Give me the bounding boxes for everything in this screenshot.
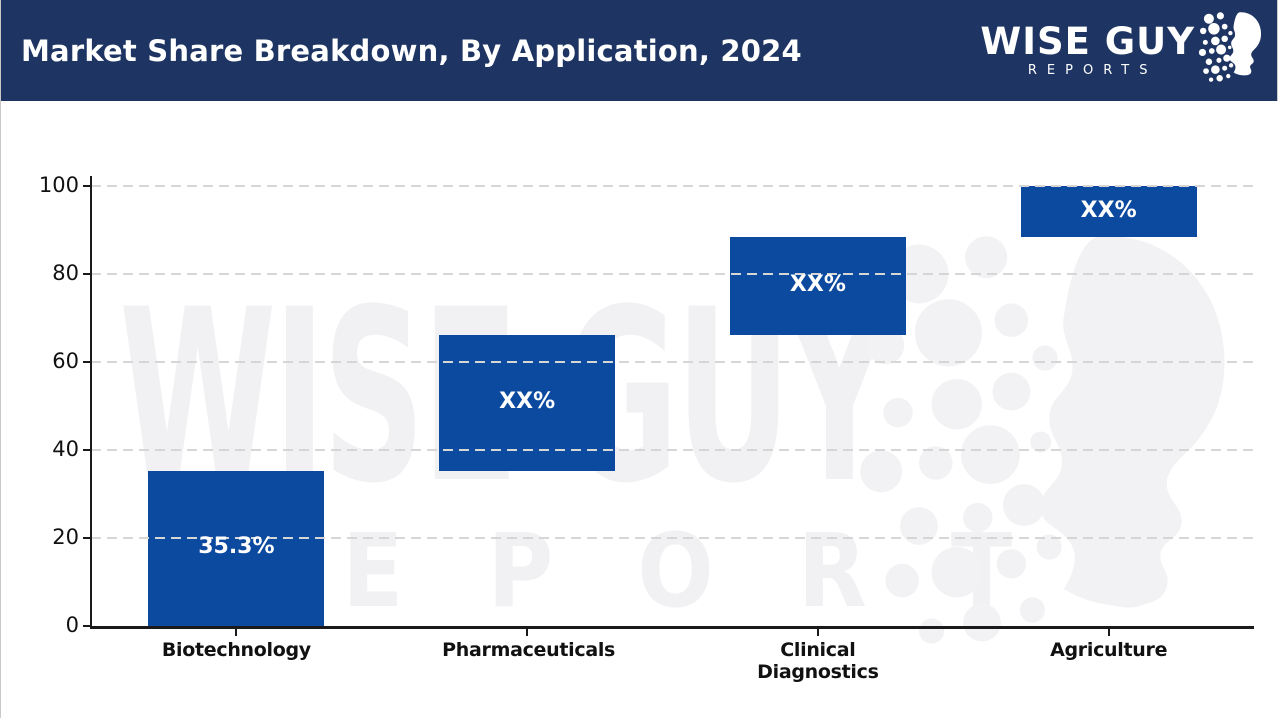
logo-face-icon bbox=[1198, 11, 1262, 82]
x-axis-line bbox=[90, 626, 1254, 629]
y-axis-line bbox=[90, 176, 92, 628]
bar bbox=[1020, 186, 1197, 238]
page-title: Market Share Breakdown, By Application, … bbox=[21, 33, 802, 68]
x-axis-tick bbox=[235, 629, 238, 636]
bar-value-label: XX% bbox=[789, 272, 846, 298]
x-category-label: Biotechnology bbox=[161, 639, 311, 661]
y-axis-tick bbox=[83, 361, 90, 363]
y-tick-label: 80 bbox=[52, 261, 79, 285]
bar-value-label: 35.3% bbox=[198, 534, 275, 560]
y-tick-label: 100 bbox=[38, 173, 79, 197]
gridline bbox=[91, 361, 1254, 363]
header: Market Share Breakdown, By Application, … bbox=[1, 0, 1277, 101]
y-axis-tick bbox=[83, 185, 90, 187]
x-axis-tick bbox=[526, 629, 529, 636]
logo-wordmark: WISE GUY bbox=[980, 20, 1195, 63]
gridline bbox=[91, 185, 1254, 187]
x-axis-tick bbox=[816, 629, 819, 636]
x-category-label: Agriculture bbox=[1050, 639, 1168, 661]
gridline bbox=[91, 273, 1254, 275]
y-axis-tick bbox=[83, 449, 90, 451]
y-tick-label: 60 bbox=[52, 349, 79, 373]
bar bbox=[729, 237, 906, 336]
bar bbox=[439, 335, 616, 471]
x-category-label: Clinical Diagnostics bbox=[757, 639, 879, 683]
y-tick-label: 20 bbox=[52, 525, 79, 549]
y-axis-tick bbox=[83, 273, 90, 275]
bar-value-label: XX% bbox=[499, 388, 556, 414]
x-axis-tick bbox=[1107, 629, 1110, 636]
y-tick-label: 40 bbox=[52, 437, 79, 461]
logo-text: WISE GUY REPORTS bbox=[980, 23, 1195, 78]
logo-subtext: REPORTS bbox=[1027, 63, 1158, 78]
bar-value-label: XX% bbox=[1080, 197, 1137, 223]
y-tick-label: 0 bbox=[65, 613, 79, 637]
gridline bbox=[91, 449, 1254, 451]
x-category-label: Pharmaceuticals bbox=[442, 639, 616, 661]
bar bbox=[148, 470, 325, 626]
chart-area: WISE GUY R E P O R T S 0 20 40 60 80 100 35.3%… bbox=[1, 101, 1279, 718]
wiseguy-logo: WISE GUY REPORTS bbox=[980, 8, 1271, 94]
y-axis-tick bbox=[83, 537, 90, 539]
y-axis-tick bbox=[83, 625, 90, 627]
gridline bbox=[91, 537, 1254, 539]
